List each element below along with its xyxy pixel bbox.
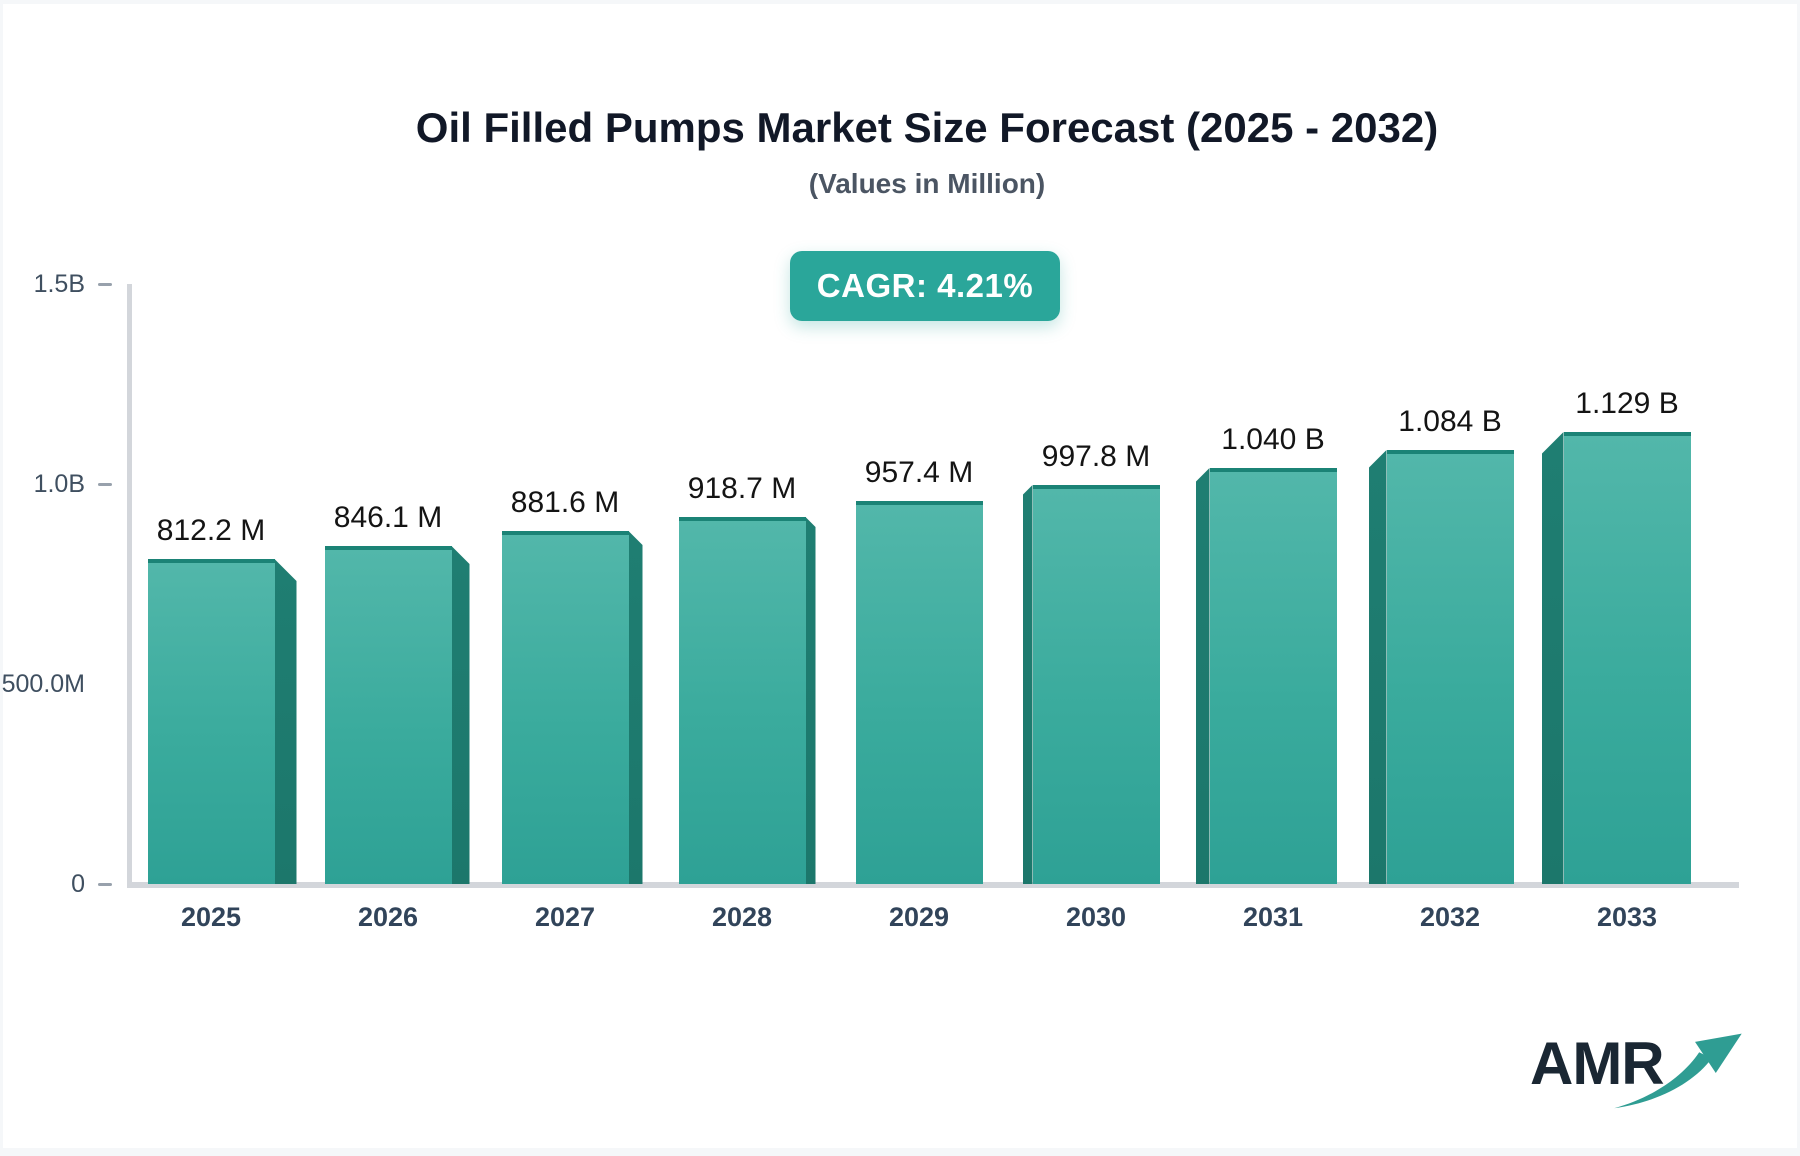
cagr-badge-label: CAGR: 4.21% xyxy=(816,267,1034,304)
bar-2025 xyxy=(147,559,275,884)
amr-logo-text: AMR xyxy=(1530,1030,1665,1097)
bar-value-label: 1.129 B xyxy=(1575,387,1679,420)
bar-side-face xyxy=(451,546,470,884)
bar-value-label: 1.040 B xyxy=(1221,423,1325,456)
bar-side-face xyxy=(1195,468,1210,884)
x-axis-label-2030: 2030 xyxy=(1065,902,1127,932)
bar-2026 xyxy=(324,546,452,884)
bar-2030 xyxy=(1032,485,1160,884)
x-axis-label-2031: 2031 xyxy=(1242,902,1304,932)
bar-side-face xyxy=(628,531,643,884)
x-axis-label-2026: 2026 xyxy=(357,902,419,932)
y-axis-line xyxy=(127,284,132,888)
chart-title: Oil Filled Pumps Market Size Forecast (2… xyxy=(415,104,1439,151)
bar-side-face xyxy=(1541,432,1564,884)
x-axis-label-2028: 2028 xyxy=(711,902,773,932)
x-axis-label-2033: 2033 xyxy=(1596,902,1658,932)
bar-2029 xyxy=(855,501,983,884)
bar-2028 xyxy=(678,517,806,884)
growth-arrow-icon xyxy=(1614,1033,1742,1109)
bar-value-label: 918.7 M xyxy=(687,472,797,505)
bar-2027 xyxy=(501,531,629,884)
bar-value-label: 881.6 M xyxy=(510,486,620,519)
x-axis-label-2032: 2032 xyxy=(1419,902,1481,932)
bar-side-face xyxy=(274,559,297,884)
bar-value-label: 997.8 M xyxy=(1041,440,1151,473)
bar-side-face xyxy=(1022,485,1033,884)
x-axis-label-2029: 2029 xyxy=(888,902,950,932)
y-tick-dash xyxy=(98,282,112,286)
bar-value-label: 846.1 M xyxy=(333,501,443,534)
y-tick-label-500.0M: 500.0M xyxy=(1,670,85,698)
y-tick-dash xyxy=(98,882,112,886)
y-tick-dash xyxy=(98,482,112,486)
bar-2033 xyxy=(1563,432,1691,884)
x-axis-label-2027: 2027 xyxy=(534,902,596,932)
bar-value-label: 812.2 M xyxy=(156,514,266,547)
x-axis-line xyxy=(127,882,1739,888)
bar-2031 xyxy=(1209,468,1337,884)
bar-side-face xyxy=(805,517,816,884)
bar-value-label: 1.084 B xyxy=(1398,405,1502,438)
y-tick-label-1.5B: 1.5B xyxy=(33,270,85,298)
cagr-badge: CAGR: 4.21% xyxy=(790,251,1060,321)
y-tick-label-1.0B: 1.0B xyxy=(33,470,85,498)
amr-logo: AMR xyxy=(1530,1026,1760,1126)
bar-value-label: 957.4 M xyxy=(864,456,974,489)
x-axis-label-2025: 2025 xyxy=(180,902,242,932)
bar-side-face xyxy=(1368,450,1387,884)
bar-2032 xyxy=(1386,450,1514,884)
chart-subtitle: (Values in Million) xyxy=(808,168,1046,199)
y-tick-label-0: 0 xyxy=(71,870,85,898)
